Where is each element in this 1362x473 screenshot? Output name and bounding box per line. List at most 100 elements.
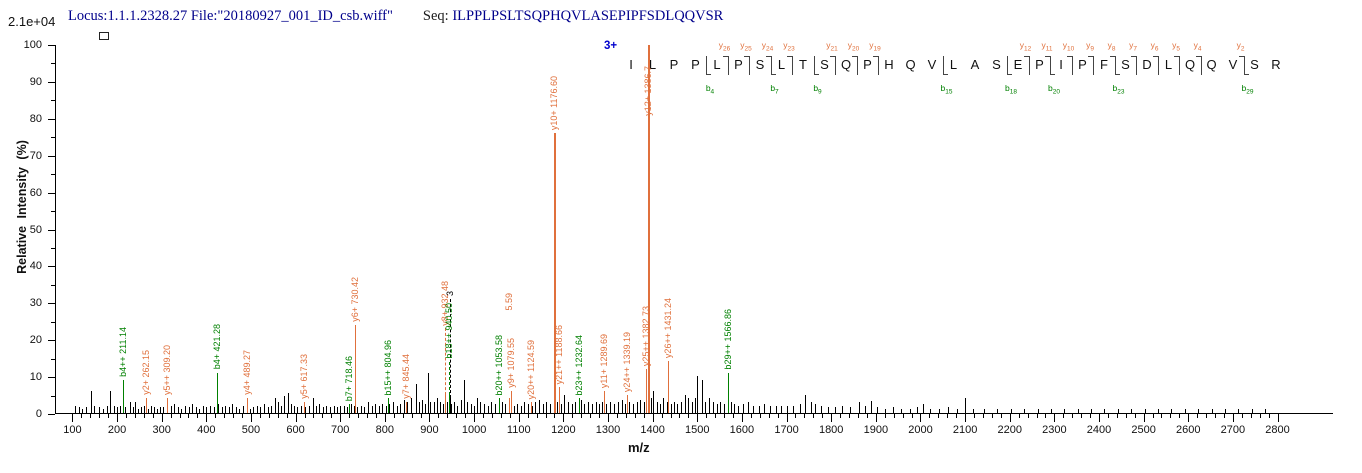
x-minor-tick	[483, 414, 485, 418]
x-minor-tick	[634, 414, 636, 418]
noise-peak	[347, 407, 349, 413]
noise-peak	[430, 401, 432, 413]
noise-peak	[556, 401, 558, 413]
x-tick-label: 2300	[1042, 424, 1067, 436]
noise-peak	[110, 390, 111, 413]
noise-peak	[805, 394, 807, 413]
x-major-tick	[875, 414, 877, 422]
noise-peak	[199, 409, 201, 413]
noise-peak	[1251, 409, 1253, 413]
noise-peak	[82, 409, 84, 413]
x-minor-tick	[759, 414, 761, 418]
y-ion-label: y21	[826, 40, 838, 53]
x-minor-tick	[420, 414, 422, 418]
noise-peak	[473, 405, 475, 413]
noise-peak	[910, 409, 912, 413]
y-ion-label: y8	[1107, 40, 1116, 53]
b-cleavage-line	[1114, 56, 1116, 75]
noise-peak	[275, 398, 277, 413]
y-ion-label: y12	[1019, 40, 1032, 53]
fragment-peak	[123, 379, 124, 413]
noise-peak	[209, 405, 211, 413]
x-minor-tick	[509, 414, 511, 418]
y-major-tick	[48, 45, 55, 46]
y-cleavage-line	[878, 56, 879, 75]
noise-peak	[322, 407, 324, 413]
residue-letter: L	[777, 57, 786, 72]
noise-peak	[625, 403, 627, 413]
noise-peak	[1238, 408, 1240, 413]
noise-peak	[343, 405, 345, 413]
x-tick-label: 100	[63, 424, 82, 436]
noise-peak	[225, 405, 227, 413]
x-tick-label: 2100	[952, 424, 978, 436]
noise-peak	[653, 390, 655, 413]
peak-label: y7+ 845.44	[401, 354, 412, 399]
x-minor-tick	[242, 414, 244, 418]
noise-peak	[308, 405, 310, 413]
peak-label: b18++ 940.50	[443, 302, 454, 359]
residue-letter: S	[1121, 57, 1130, 72]
noise-peak	[674, 401, 676, 413]
b-ion-label: b18	[1005, 83, 1017, 96]
x-major-tick	[831, 414, 833, 422]
y-marker-arm	[851, 56, 857, 57]
x-major-tick	[1099, 414, 1100, 422]
x-major-tick	[161, 414, 163, 422]
noise-peak	[132, 407, 134, 413]
noise-peak	[367, 401, 369, 413]
residue-letter: S	[820, 57, 829, 72]
x-minor-tick	[661, 414, 663, 418]
noise-peak	[457, 405, 459, 413]
y-tick-label: 60	[29, 186, 42, 199]
noise-peak	[487, 405, 489, 413]
x-major-tick	[697, 414, 699, 422]
label-leader-line	[450, 298, 452, 399]
b-ion-label: b29	[1241, 83, 1254, 96]
peak-label: y26++ 1431.24	[662, 298, 673, 359]
noise-peak	[606, 403, 608, 413]
noise-peak	[599, 403, 601, 413]
y-ion-label: y6	[1150, 40, 1159, 53]
y-tick-label: 30	[29, 297, 42, 310]
noise-peak	[561, 403, 563, 413]
noise-peak	[636, 401, 638, 413]
noise-peak	[330, 407, 332, 413]
fragment-peak	[388, 398, 390, 413]
y-marker-arm	[1066, 56, 1072, 57]
noise-peak	[571, 403, 573, 413]
residue-letter: D	[1142, 57, 1152, 72]
y-cleavage-line	[727, 56, 729, 75]
residue-letter: Q	[1184, 57, 1196, 72]
x-minor-tick	[804, 414, 806, 418]
x-minor-tick	[1081, 414, 1083, 418]
x-minor-tick	[1045, 414, 1047, 418]
x-axis-title: m/z	[628, 440, 650, 455]
noise-peak	[491, 401, 493, 413]
y-marker-arm	[744, 56, 749, 57]
noise-peak	[527, 403, 529, 413]
peak-label: 3	[445, 290, 456, 296]
peak-label: y2+ 262.15	[140, 350, 151, 396]
x-major-tick	[295, 414, 297, 422]
noise-peak	[811, 401, 813, 413]
noise-peak	[972, 409, 974, 413]
noise-peak	[280, 405, 282, 413]
noise-peak	[312, 398, 314, 413]
x-minor-tick	[447, 414, 449, 418]
fragment-peak	[304, 401, 306, 413]
noise-peak	[184, 405, 186, 413]
residue-letter: S	[755, 57, 765, 72]
y-tick-label: 90	[29, 75, 42, 88]
noise-peak	[694, 398, 696, 413]
noise-peak	[277, 401, 279, 413]
noise-peak	[174, 403, 176, 413]
x-minor-tick	[304, 414, 306, 418]
noise-peak	[1037, 409, 1039, 413]
noise-peak	[892, 407, 894, 413]
residue-letter: F	[1100, 57, 1108, 72]
b-cleavage-line	[706, 56, 707, 75]
x-minor-tick	[134, 414, 136, 418]
x-minor-tick	[857, 414, 859, 418]
x-major-tick	[741, 414, 743, 422]
